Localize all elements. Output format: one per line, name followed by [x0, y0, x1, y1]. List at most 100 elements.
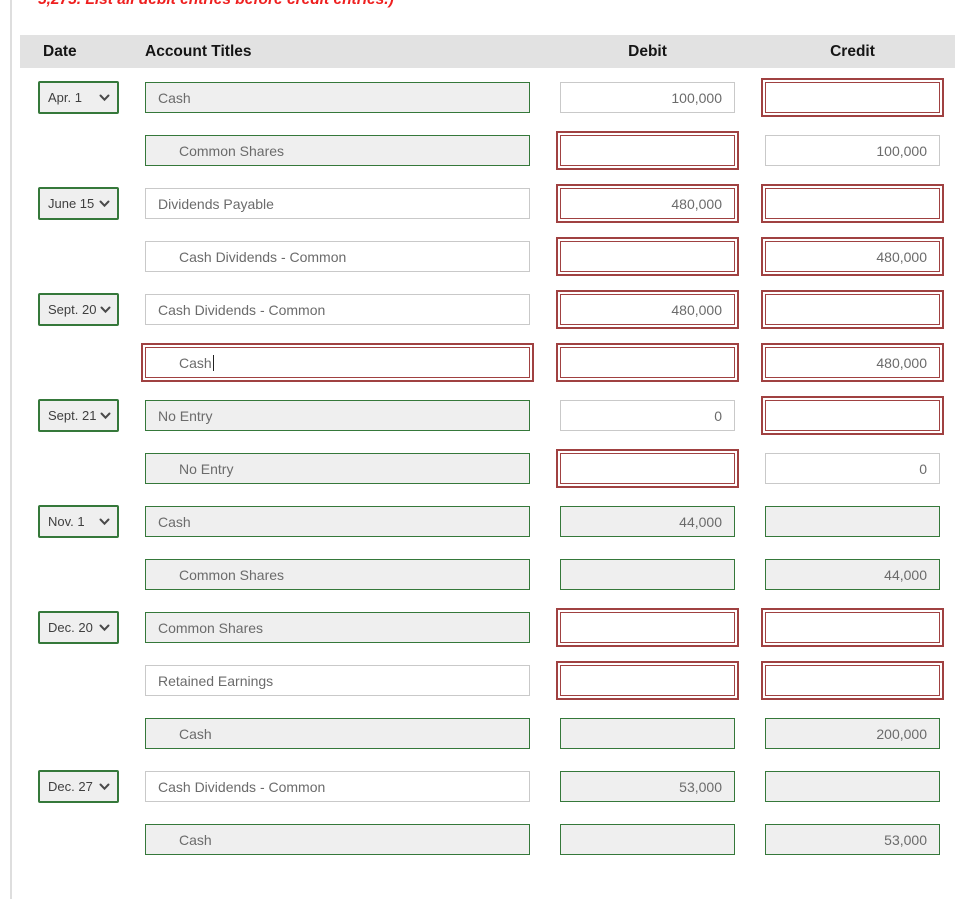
credit-cell: 100,000: [750, 135, 955, 166]
date-cell: [20, 347, 145, 378]
account-cell: Cash: [141, 343, 545, 382]
credit-cell: [750, 661, 955, 700]
debit-input[interactable]: 480,000: [556, 290, 739, 329]
account-title-input[interactable]: Retained Earnings: [145, 665, 530, 696]
journal-rows: Apr. 1 Cash 100,000 Common Shares 100,00…: [20, 78, 955, 855]
chevron-down-icon: [99, 624, 110, 632]
date-cell: [20, 559, 145, 590]
credit-input: [765, 771, 940, 802]
account-title-input: Cash: [145, 824, 530, 855]
date-select[interactable]: Apr. 1: [38, 81, 119, 114]
credit-input[interactable]: 100,000: [765, 135, 940, 166]
debit-input[interactable]: 480,000: [556, 184, 739, 223]
debit-cell: [545, 449, 750, 488]
debit-input[interactable]: [556, 343, 739, 382]
debit-cell: [545, 237, 750, 276]
credit-cell: 480,000: [750, 237, 955, 276]
credit-input[interactable]: [761, 608, 944, 647]
debit-cell: [545, 824, 750, 855]
debit-cell: 0: [545, 400, 750, 431]
credit-input[interactable]: [761, 661, 944, 700]
account-cell: Cash Dividends - Common: [145, 241, 545, 272]
journal-row: June 15 Dividends Payable 480,000: [20, 184, 955, 223]
page-left-border: [10, 0, 12, 899]
date-select[interactable]: Dec. 27: [38, 770, 119, 803]
date-select-value: Nov. 1: [48, 514, 85, 529]
date-select[interactable]: Sept. 20: [38, 293, 119, 326]
journal-row: No Entry 0: [20, 449, 955, 488]
date-select-value: Dec. 20: [48, 620, 93, 635]
credit-cell: [750, 78, 955, 117]
debit-cell: 100,000: [545, 82, 750, 113]
credit-input[interactable]: [761, 78, 944, 117]
date-select-value: Sept. 21: [48, 408, 97, 423]
table-header-row: Date Account Titles Debit Credit: [20, 35, 955, 68]
account-cell: Common Shares: [145, 135, 545, 166]
debit-input: 53,000: [560, 771, 735, 802]
credit-input[interactable]: 480,000: [761, 343, 944, 382]
chevron-down-icon: [99, 200, 110, 208]
account-cell: Dividends Payable: [145, 188, 545, 219]
credit-input[interactable]: 480,000: [761, 237, 944, 276]
credit-cell: [750, 184, 955, 223]
date-select-value: Sept. 20: [48, 302, 97, 317]
credit-input[interactable]: [761, 184, 944, 223]
credit-input[interactable]: [761, 396, 944, 435]
credit-input[interactable]: 0: [765, 453, 940, 484]
date-select[interactable]: Dec. 20: [38, 611, 119, 644]
credit-input[interactable]: [761, 290, 944, 329]
account-title-input[interactable]: Cash Dividends - Common: [145, 294, 530, 325]
account-title-input[interactable]: Cash Dividends - Common: [145, 771, 530, 802]
journal-row: Cash 200,000: [20, 718, 955, 749]
credit-cell: [750, 506, 955, 537]
account-cell: Common Shares: [145, 559, 545, 590]
account-title-text: Cash Dividends - Common: [179, 248, 347, 265]
debit-cell: 53,000: [545, 771, 750, 802]
chevron-down-icon: [99, 783, 110, 791]
date-cell: Dec. 20: [20, 611, 145, 644]
debit-input: [560, 824, 735, 855]
account-title-text: Common Shares: [158, 619, 264, 636]
account-title-text: Cash Dividends - Common: [158, 778, 326, 795]
journal-row: Common Shares 44,000: [20, 559, 955, 590]
date-cell: Sept. 20: [20, 293, 145, 326]
account-title-text: Cash Dividends - Common: [158, 301, 326, 318]
date-select[interactable]: Sept. 21: [38, 399, 119, 432]
account-title-text: Dividends Payable: [158, 195, 274, 212]
account-title-text: Common Shares: [179, 142, 285, 159]
credit-cell: 0: [750, 453, 955, 484]
credit-input: 44,000: [765, 559, 940, 590]
debit-input[interactable]: [556, 661, 739, 700]
column-header-debit: Debit: [628, 42, 667, 60]
credit-input: 200,000: [765, 718, 940, 749]
credit-input: [765, 506, 940, 537]
date-cell: June 15: [20, 187, 145, 220]
date-select[interactable]: June 15: [38, 187, 119, 220]
debit-input[interactable]: 0: [560, 400, 735, 431]
journal-row: Cash Dividends - Common 480,000: [20, 237, 955, 276]
journal-row: Cash 480,000: [20, 343, 955, 382]
credit-cell: 480,000: [750, 343, 955, 382]
account-title-input: No Entry: [145, 400, 530, 431]
debit-input[interactable]: 100,000: [560, 82, 735, 113]
debit-cell: 480,000: [545, 290, 750, 329]
debit-input[interactable]: [556, 131, 739, 170]
journal-row: Retained Earnings: [20, 661, 955, 700]
account-title-text: Cash: [179, 725, 212, 742]
account-title-input[interactable]: Cash Dividends - Common: [145, 241, 530, 272]
credit-cell: [750, 290, 955, 329]
account-title-text: No Entry: [179, 460, 234, 477]
account-title-input: Cash: [145, 506, 530, 537]
credit-cell: [750, 396, 955, 435]
debit-input[interactable]: [556, 449, 739, 488]
date-select[interactable]: Nov. 1: [38, 505, 119, 538]
account-cell: No Entry: [145, 400, 545, 431]
debit-cell: [545, 661, 750, 700]
account-title-input[interactable]: Cash: [141, 343, 534, 382]
account-title-input[interactable]: Dividends Payable: [145, 188, 530, 219]
debit-input[interactable]: [556, 237, 739, 276]
date-select-value: Apr. 1: [48, 90, 82, 105]
debit-input[interactable]: [556, 608, 739, 647]
column-header-credit: Credit: [830, 42, 875, 60]
